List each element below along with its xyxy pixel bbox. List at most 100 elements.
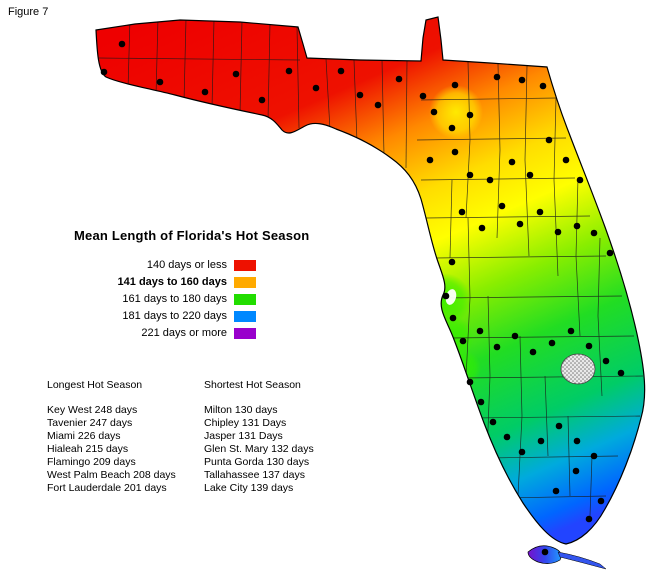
station-dot [590, 229, 598, 237]
station-dot [466, 171, 474, 179]
station-dot [552, 487, 560, 495]
station-dot [448, 258, 456, 266]
legend-row: 140 days or less [58, 259, 256, 271]
station-dot [118, 40, 126, 48]
longest-hot-season-list: Longest Hot Season Key West 248 days Tave… [47, 379, 176, 495]
lake-okeechobee [560, 353, 596, 385]
station-dot [585, 342, 593, 350]
station-dot [466, 111, 474, 119]
legend-color-swatch [234, 310, 256, 322]
station-dot [562, 156, 570, 164]
legend-row: 161 days to 180 days [58, 293, 256, 305]
city-item: Tavenier 247 days [47, 417, 133, 429]
station-dot [100, 68, 108, 76]
legend-label: 140 days or less [146, 259, 227, 271]
station-dot [477, 398, 485, 406]
station-dot [476, 327, 484, 335]
station-dot [451, 148, 459, 156]
station-dot [486, 176, 494, 184]
legend-label: 221 days or more [141, 327, 227, 339]
station-dot [602, 357, 610, 365]
city-item: Key West 248 days [47, 404, 138, 416]
station-dot [518, 76, 526, 84]
station-dot [493, 343, 501, 351]
legend-label: 141 days to 160 days [117, 276, 227, 288]
station-dot [545, 136, 553, 144]
station-dot [459, 337, 467, 345]
county-boundaries [97, 17, 644, 517]
station-dot [312, 84, 320, 92]
legend-color-swatch [234, 276, 256, 288]
station-dot [518, 448, 526, 456]
station-dot [511, 332, 519, 340]
city-item: Jasper 131 Days [204, 430, 283, 442]
station-dot [442, 292, 450, 300]
station-dot [426, 156, 434, 164]
station-dot [576, 176, 584, 184]
station-dot [526, 171, 534, 179]
station-dot [419, 92, 427, 100]
city-item: Chipley 131 Days [204, 417, 287, 429]
station-dot [258, 96, 266, 104]
city-item: Hialeah 215 days [47, 443, 129, 455]
station-dot [201, 88, 209, 96]
station-dot [537, 437, 545, 445]
station-dot [489, 418, 497, 426]
station-dot [458, 208, 466, 216]
station-dots [100, 40, 625, 556]
legend-row: 181 days to 220 days [58, 310, 256, 322]
station-dot [466, 378, 474, 386]
station-dot [430, 108, 438, 116]
station-dot [156, 78, 164, 86]
city-item: Fort Lauderdale 201 days [47, 482, 167, 494]
legend-color-swatch [234, 259, 256, 271]
city-item: Glen St. Mary 132 days [204, 443, 314, 455]
station-dot [337, 67, 345, 75]
station-dot [285, 67, 293, 75]
tampa-bay [445, 289, 457, 305]
station-dot [356, 91, 364, 99]
city-item: West Palm Beach 208 days [47, 469, 176, 481]
station-dot [573, 437, 581, 445]
station-dot [572, 467, 580, 475]
map-title: Mean Length of Florida's Hot Season [74, 228, 310, 243]
station-dot [541, 548, 549, 556]
station-dot [529, 348, 537, 356]
station-dot [498, 202, 506, 210]
station-dot [232, 70, 240, 78]
station-dot [617, 369, 625, 377]
legend-color-swatch [234, 293, 256, 305]
station-dot [503, 433, 511, 441]
legend: 140 days or less 141 days to 160 days 161 … [58, 259, 256, 339]
station-dot [493, 73, 501, 81]
station-dot [536, 208, 544, 216]
station-dot [567, 327, 575, 335]
legend-color-swatch [234, 327, 256, 339]
city-item: Punta Gorda 130 days [204, 456, 310, 468]
legend-label: 161 days to 180 days [122, 293, 227, 305]
shortest-items: Milton 130 days Chipley 131 Days Jasper 13… [204, 404, 314, 495]
city-item: Flamingo 209 days [47, 456, 136, 468]
station-dot [573, 222, 581, 230]
station-dot [590, 452, 598, 460]
station-dot [516, 220, 524, 228]
legend-row: 141 days to 160 days [58, 276, 256, 288]
station-dot [585, 515, 593, 523]
station-dot [449, 314, 457, 322]
longest-items: Key West 248 days Tavenier 247 days Miami … [47, 404, 176, 495]
green-anomaly-spot [445, 350, 481, 386]
station-dot [478, 224, 486, 232]
station-dot [555, 422, 563, 430]
city-item: Miami 226 days [47, 430, 121, 442]
shortest-hot-season-list: Shortest Hot Season Milton 130 days Chipl… [204, 379, 314, 495]
station-dot [548, 339, 556, 347]
station-dot [451, 81, 459, 89]
city-item: Tallahassee 137 days [204, 469, 305, 481]
station-dot [606, 249, 614, 257]
figure-label: Figure 7 [8, 6, 49, 18]
station-dot [539, 82, 547, 90]
city-item: Lake City 139 days [204, 482, 294, 494]
legend-row: 221 days or more [58, 327, 256, 339]
station-dot [395, 75, 403, 83]
